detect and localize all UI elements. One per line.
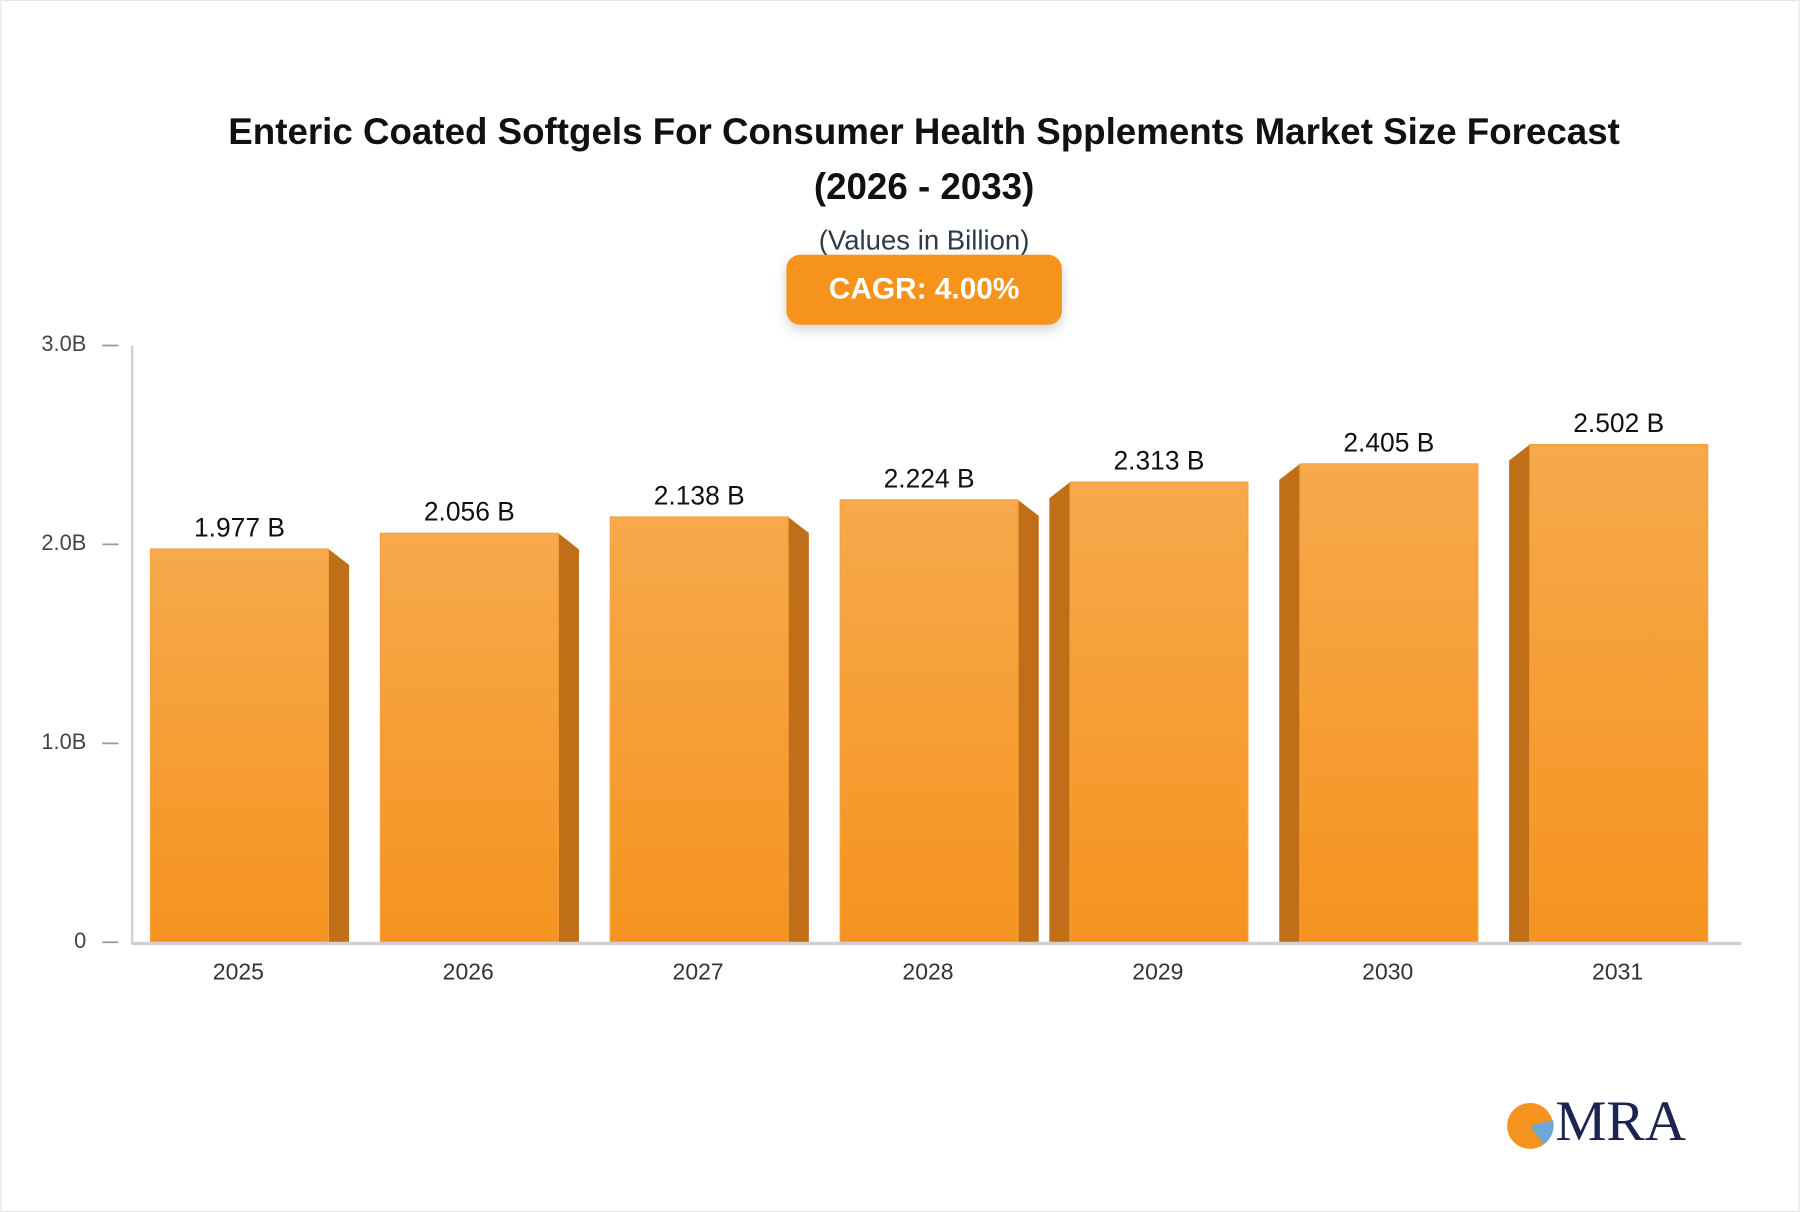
x-tick-label: 2030 <box>1362 958 1413 984</box>
bar-side <box>1018 499 1039 943</box>
x-tick-label: 2026 <box>443 958 494 984</box>
bar <box>1069 481 1249 943</box>
cagr-text: CAGR: 4.00% <box>829 272 1020 305</box>
bar-side <box>1049 482 1071 943</box>
bar-side <box>558 533 579 943</box>
bar-side <box>1279 463 1300 943</box>
value-label: 2.056 B <box>424 497 515 527</box>
bar <box>1299 463 1479 943</box>
bar-side <box>328 548 350 943</box>
value-label: 2.224 B <box>884 463 975 493</box>
bar-side <box>1509 444 1530 943</box>
bar <box>149 548 330 943</box>
y-tick-label: 1.0B <box>41 729 86 754</box>
x-tick-label: 2027 <box>673 958 724 984</box>
value-label: 2.405 B <box>1343 427 1434 457</box>
logo: MRA <box>1555 1090 1686 1153</box>
chart-title: (2026 - 2033) <box>814 166 1034 207</box>
bar <box>1529 443 1709 943</box>
x-tick-label: 2031 <box>1592 958 1643 984</box>
x-tick-label: 2029 <box>1132 958 1183 984</box>
value-label: 2.313 B <box>1114 446 1205 476</box>
x-tick-label: 2025 <box>213 958 264 984</box>
bar <box>379 532 559 943</box>
y-tick-label: 2.0B <box>41 530 86 555</box>
y-tick-label: 3.0B <box>41 331 86 356</box>
cagr-badge <box>786 254 1062 325</box>
logo-icon <box>1530 1120 1554 1145</box>
bar-side <box>788 516 809 943</box>
chart-subtitle: (Values in Billion) <box>819 224 1030 255</box>
bar <box>839 499 1019 943</box>
value-label: 1.977 B <box>194 512 285 542</box>
chart-title: Enteric Coated Softgels For Consumer Hea… <box>228 111 1620 152</box>
y-tick-label: 0 <box>74 928 86 953</box>
x-tick-label: 2028 <box>902 958 953 984</box>
bar <box>609 516 789 943</box>
value-label: 2.138 B <box>654 480 745 510</box>
value-label: 2.502 B <box>1573 408 1664 438</box>
